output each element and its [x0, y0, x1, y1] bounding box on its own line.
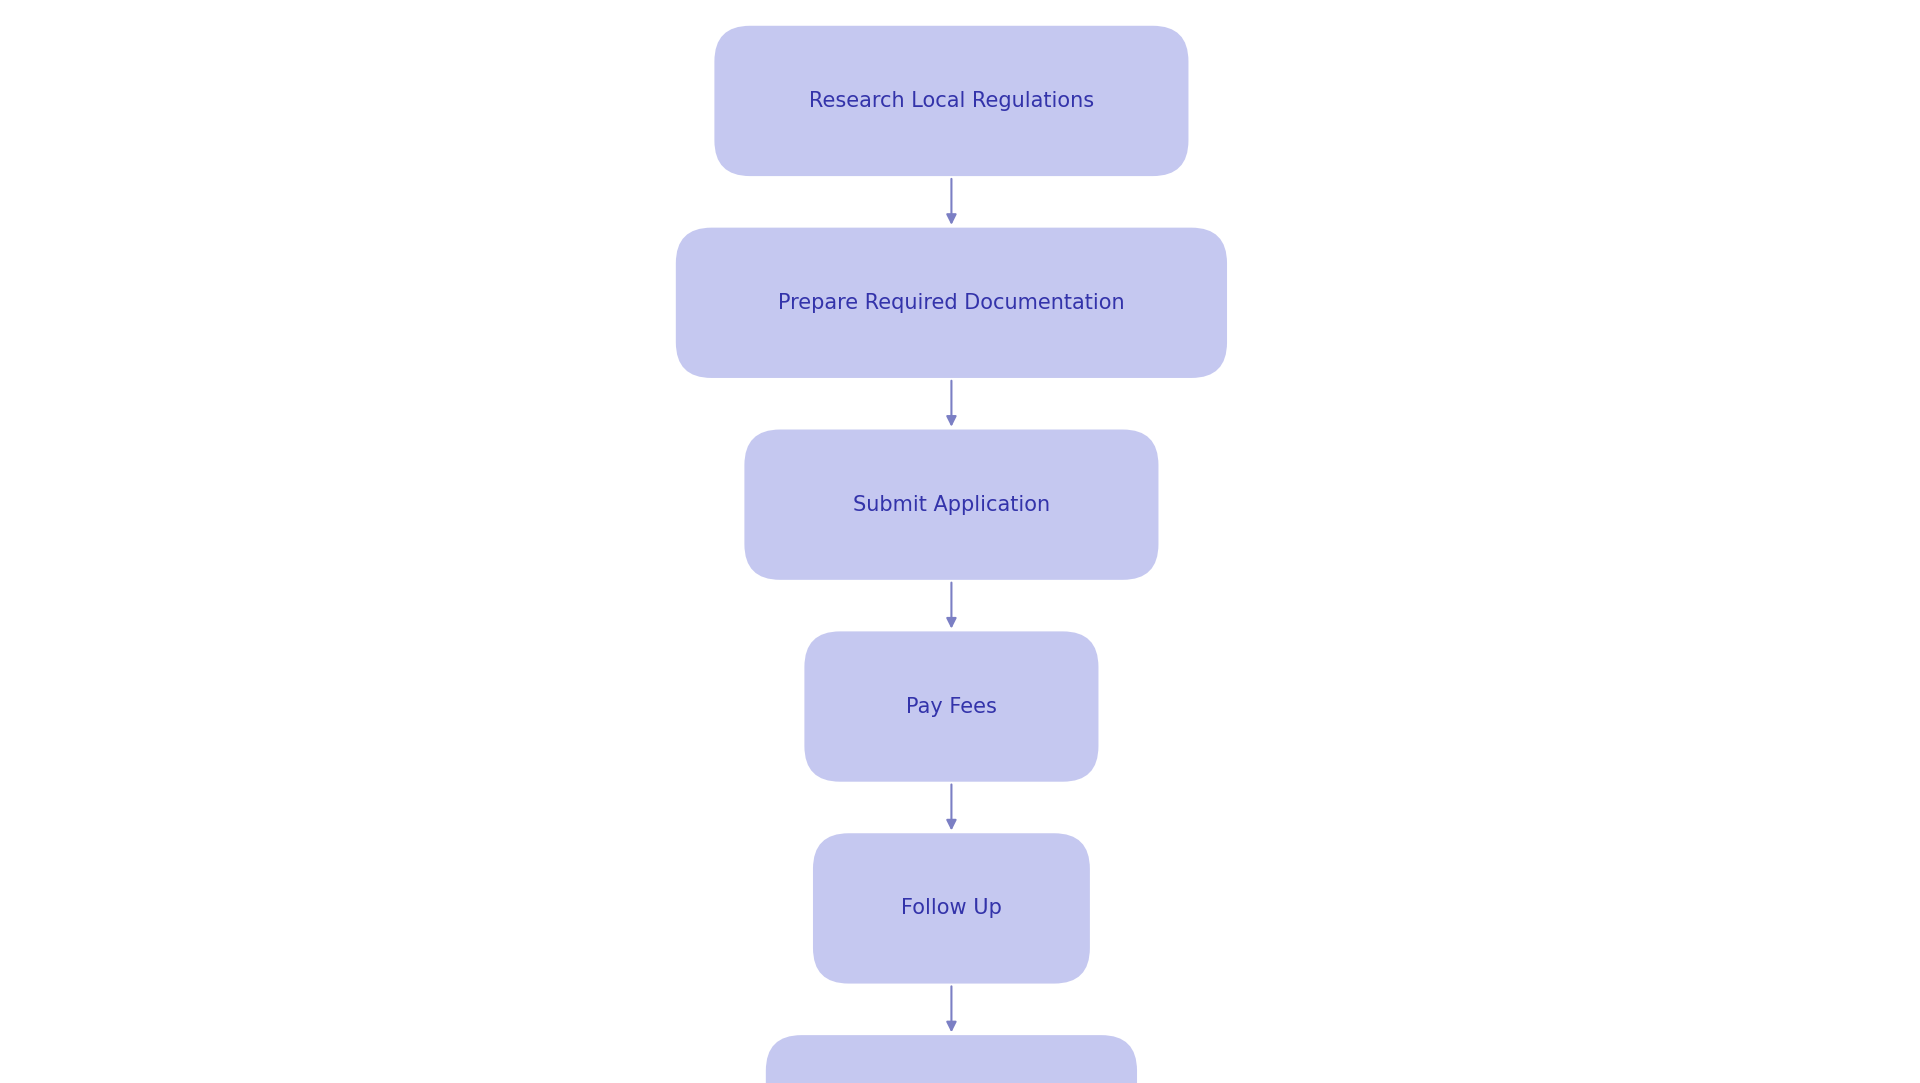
FancyBboxPatch shape — [804, 631, 1098, 782]
FancyBboxPatch shape — [766, 1035, 1137, 1083]
FancyBboxPatch shape — [745, 430, 1158, 579]
Text: Prepare Required Documentation: Prepare Required Documentation — [778, 292, 1125, 313]
Text: Submit Application: Submit Application — [852, 495, 1050, 514]
Text: Research Local Regulations: Research Local Regulations — [808, 91, 1094, 110]
Text: Pay Fees: Pay Fees — [906, 696, 996, 717]
Text: Follow Up: Follow Up — [900, 899, 1002, 918]
FancyBboxPatch shape — [812, 833, 1091, 983]
FancyBboxPatch shape — [676, 227, 1227, 378]
FancyBboxPatch shape — [714, 26, 1188, 177]
